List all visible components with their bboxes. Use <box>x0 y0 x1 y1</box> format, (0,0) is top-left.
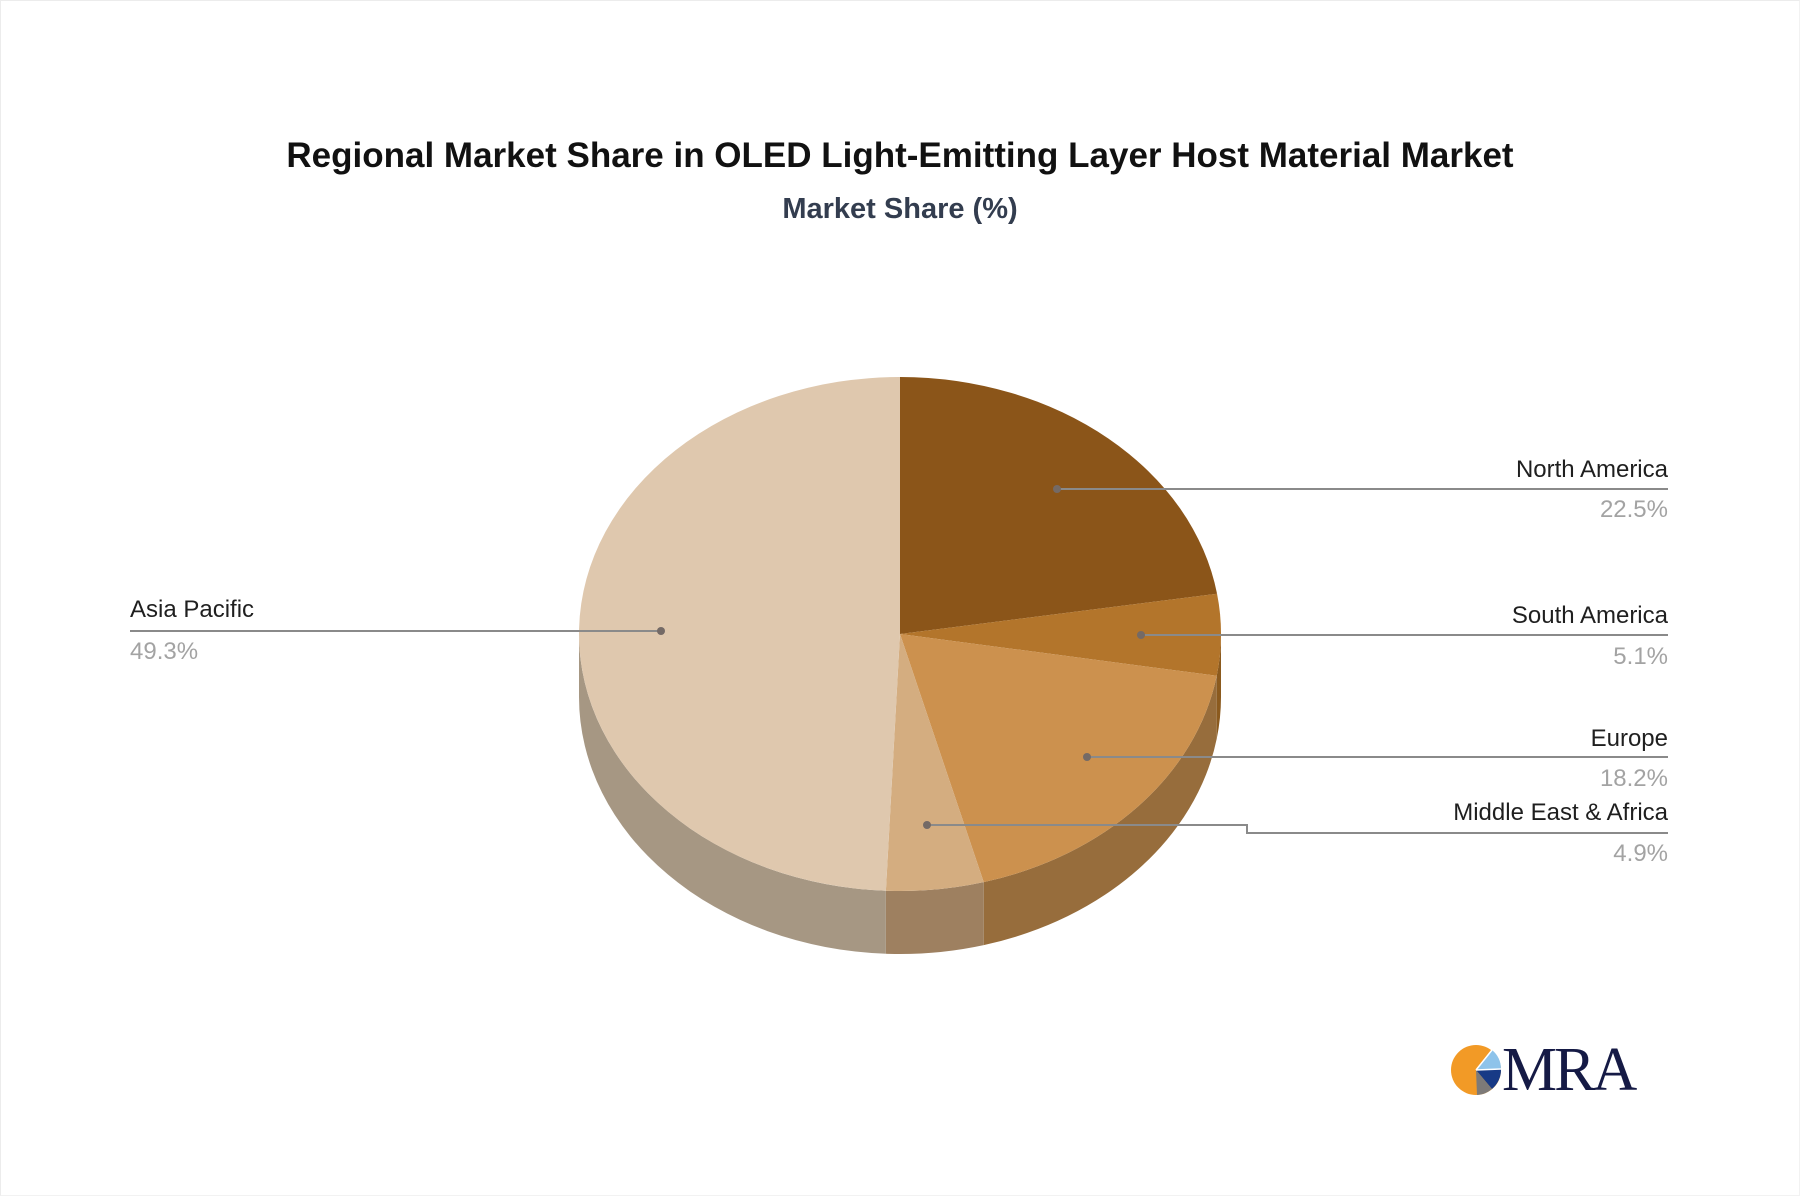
callout-label-middle-east-africa: Middle East & Africa <box>1453 799 1668 826</box>
callout-dot-asia-pacific <box>657 627 665 635</box>
chart-subtitle: Market Share (%) <box>782 193 1018 225</box>
callout-value-middle-east-africa: 4.9% <box>1613 840 1668 867</box>
callout-lines <box>130 485 1668 834</box>
callout-value-europe: 18.2% <box>1600 765 1668 792</box>
callout-label-south-america: South America <box>1512 602 1669 629</box>
logo-pie-icon <box>1451 1045 1502 1095</box>
callout-line-middle-east-africa <box>927 824 1668 834</box>
pie-side-europe <box>983 675 1217 946</box>
chart-title: Regional Market Share in OLED Light-Emit… <box>286 136 1514 175</box>
callout-dot-south-america <box>1137 631 1145 639</box>
pie-slice-north-america[interactable] <box>900 377 1218 634</box>
pie-sides <box>579 634 1221 954</box>
callout-label-europe: Europe <box>1591 725 1668 752</box>
pie-slice-south-america[interactable] <box>900 593 1221 676</box>
mra-logo: MRA <box>1450 1039 1650 1101</box>
pie-side-middle-east-africa <box>885 882 984 954</box>
callout-dot-north-america <box>1053 485 1061 493</box>
callout-value-south-america: 5.1% <box>1613 643 1668 670</box>
callout-label-north-america: North America <box>1516 456 1669 483</box>
pie-slice-middle-east-africa[interactable] <box>885 634 984 891</box>
callout-value-asia-pacific: 49.3% <box>130 638 198 665</box>
pie-side-asia-pacific <box>579 634 886 954</box>
callout-dot-middle-east-africa <box>923 821 931 829</box>
pie-slices <box>578 377 1221 891</box>
pie-side-south-america <box>1216 634 1221 739</box>
callout-dot-europe <box>1083 753 1091 761</box>
callout-label-asia-pacific: Asia Pacific <box>130 596 254 623</box>
logo-text: MRA <box>1502 1036 1637 1104</box>
pie-slice-asia-pacific[interactable] <box>578 377 900 891</box>
callout-value-north-america: 22.5% <box>1600 496 1668 523</box>
pie-slice-europe[interactable] <box>900 634 1217 883</box>
